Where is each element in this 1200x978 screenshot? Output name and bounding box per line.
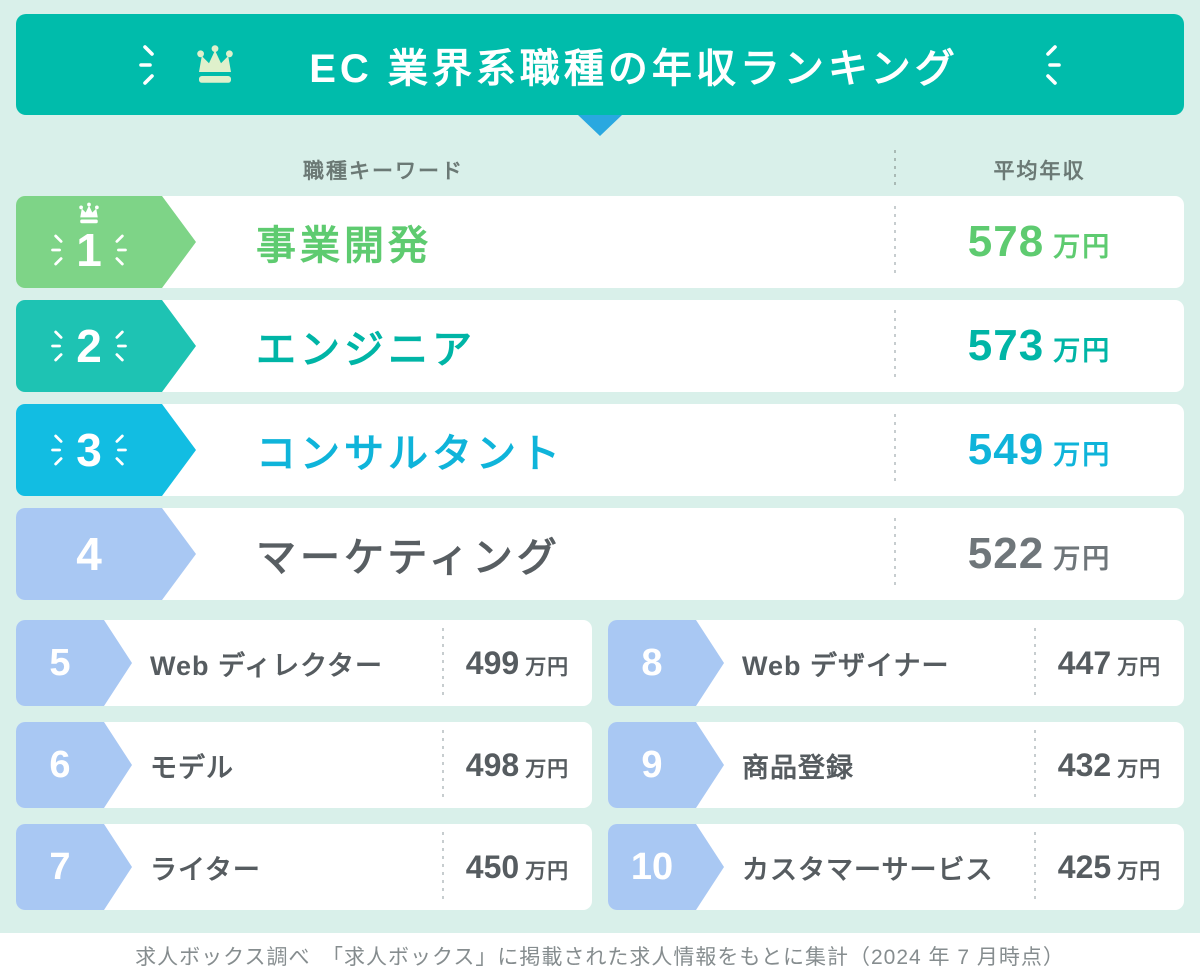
- job-keyword: Web ディレクター: [150, 650, 384, 681]
- rank-badge: 9: [608, 722, 724, 808]
- salary-unit: 万円: [1053, 336, 1112, 366]
- rank-badge: 3: [16, 404, 196, 496]
- ranking-row-8: 8 Web デザイナー 447 万円: [608, 620, 1184, 706]
- dotted-divider: [442, 832, 444, 902]
- job-keyword: カスタマーサービス: [742, 854, 994, 885]
- ranking-row-6: 6 モデル 498 万円: [16, 722, 592, 808]
- rank-badge: 1: [16, 196, 196, 288]
- dotted-divider: [894, 150, 896, 190]
- ranking-row-10: 10 カスタマーサービス 425 万円: [608, 824, 1184, 910]
- salary-value: 573: [967, 321, 1045, 370]
- rank-badge: 4: [16, 508, 196, 600]
- dotted-divider: [442, 628, 444, 698]
- rank-number: 3: [76, 424, 102, 476]
- salary-unit: 万円: [1053, 544, 1112, 574]
- sparkle-icon: [51, 330, 63, 362]
- salary-value: 499: [465, 644, 520, 681]
- salary-unit: 万円: [1117, 655, 1162, 679]
- sparkle-icon: [115, 434, 127, 466]
- job-keyword: ライター: [150, 854, 261, 885]
- ranking-row-4: 4 マーケティング 522 万円: [16, 508, 1184, 600]
- rank-number: 2: [76, 320, 102, 372]
- column-header-row: 職種キーワード 平均年収: [16, 148, 1184, 192]
- salary-cell: 425 万円: [1034, 824, 1184, 910]
- rank-badge: 6: [16, 722, 132, 808]
- column-header-keyword: 職種キーワード: [303, 160, 464, 183]
- sparkle-icon: [51, 434, 63, 466]
- salary-cell: 498 万円: [442, 722, 592, 808]
- crown-icon: [191, 44, 239, 86]
- page-title: EC 業界系職種の年収ランキング: [309, 46, 959, 91]
- rank-badge: 8: [608, 620, 724, 706]
- crown-icon: [76, 202, 103, 225]
- salary-unit: 万円: [525, 859, 570, 883]
- job-keyword: エンジニア: [256, 328, 476, 372]
- salary-cell: 578 万円: [894, 196, 1184, 288]
- job-keyword: 商品登録: [742, 752, 854, 783]
- job-keyword: 事業開発: [256, 224, 432, 268]
- rank-badge: 10: [608, 824, 724, 910]
- dotted-divider: [442, 730, 444, 800]
- ranking-row-1: 1 事業開発 578 万円: [16, 196, 1184, 288]
- salary-cell: 499 万円: [442, 620, 592, 706]
- salary-cell: 549 万円: [894, 404, 1184, 496]
- ranking-row-3: 3 コンサルタント 549 万円: [16, 404, 1184, 496]
- job-keyword: モデル: [150, 752, 234, 783]
- rank-number: 9: [641, 744, 663, 786]
- rank-number: 5: [49, 642, 71, 684]
- salary-value: 447: [1057, 644, 1112, 681]
- dotted-divider: [894, 518, 896, 590]
- rank-number: 4: [76, 528, 102, 580]
- salary-unit: 万円: [1117, 859, 1162, 883]
- dotted-divider: [894, 310, 896, 382]
- sparkle-icon: [1043, 42, 1061, 88]
- ranking-row-2: 2 エンジニア 573 万円: [16, 300, 1184, 392]
- salary-cell: 450 万円: [442, 824, 592, 910]
- ranking-row-9: 9 商品登録 432 万円: [608, 722, 1184, 808]
- salary-cell: 573 万円: [894, 300, 1184, 392]
- source-note: 求人ボックス調べ 「求人ボックス」に掲載された求人情報をもとに集計（2024 年…: [0, 933, 1200, 978]
- salary-unit: 万円: [1053, 440, 1112, 470]
- salary-value: 450: [465, 848, 520, 885]
- salary-value: 432: [1057, 746, 1112, 783]
- job-keyword: Web デザイナー: [742, 650, 950, 681]
- rank-badge: 2: [16, 300, 196, 392]
- column-header-salary: 平均年収: [993, 160, 1086, 183]
- job-keyword: マーケティング: [256, 536, 561, 580]
- rank-number: 10: [630, 846, 674, 888]
- sparkle-icon: [115, 234, 127, 266]
- sparkle-icon: [115, 330, 127, 362]
- rank-number: 7: [49, 846, 71, 888]
- salary-value: 522: [967, 529, 1045, 578]
- salary-value: 425: [1057, 848, 1112, 885]
- rank-badge: 7: [16, 824, 132, 910]
- title-banner: EC 業界系職種の年収ランキング: [16, 14, 1184, 115]
- dotted-divider: [894, 206, 896, 278]
- sparkle-icon: [139, 42, 157, 88]
- salary-cell: 447 万円: [1034, 620, 1184, 706]
- dotted-divider: [1034, 628, 1036, 698]
- salary-value: 578: [967, 217, 1045, 266]
- ranking-row-5: 5 Web ディレクター 499 万円: [16, 620, 592, 706]
- rank-number: 6: [49, 744, 71, 786]
- job-keyword: コンサルタント: [256, 432, 564, 476]
- rank-number: 1: [76, 224, 102, 276]
- rank-number: 8: [641, 642, 663, 684]
- down-arrow-icon: [578, 115, 622, 136]
- salary-unit: 万円: [525, 757, 570, 781]
- dotted-divider: [1034, 730, 1036, 800]
- salary-unit: 万円: [525, 655, 570, 679]
- ranking-row-7: 7 ライター 450 万円: [16, 824, 592, 910]
- dotted-divider: [894, 414, 896, 486]
- sparkle-icon: [51, 234, 63, 266]
- salary-cell: 522 万円: [894, 508, 1184, 600]
- salary-unit: 万円: [1053, 232, 1112, 262]
- salary-cell: 432 万円: [1034, 722, 1184, 808]
- salary-value: 498: [465, 746, 520, 783]
- dotted-divider: [1034, 832, 1036, 902]
- salary-value: 549: [967, 425, 1045, 474]
- rank-badge: 5: [16, 620, 132, 706]
- salary-unit: 万円: [1117, 757, 1162, 781]
